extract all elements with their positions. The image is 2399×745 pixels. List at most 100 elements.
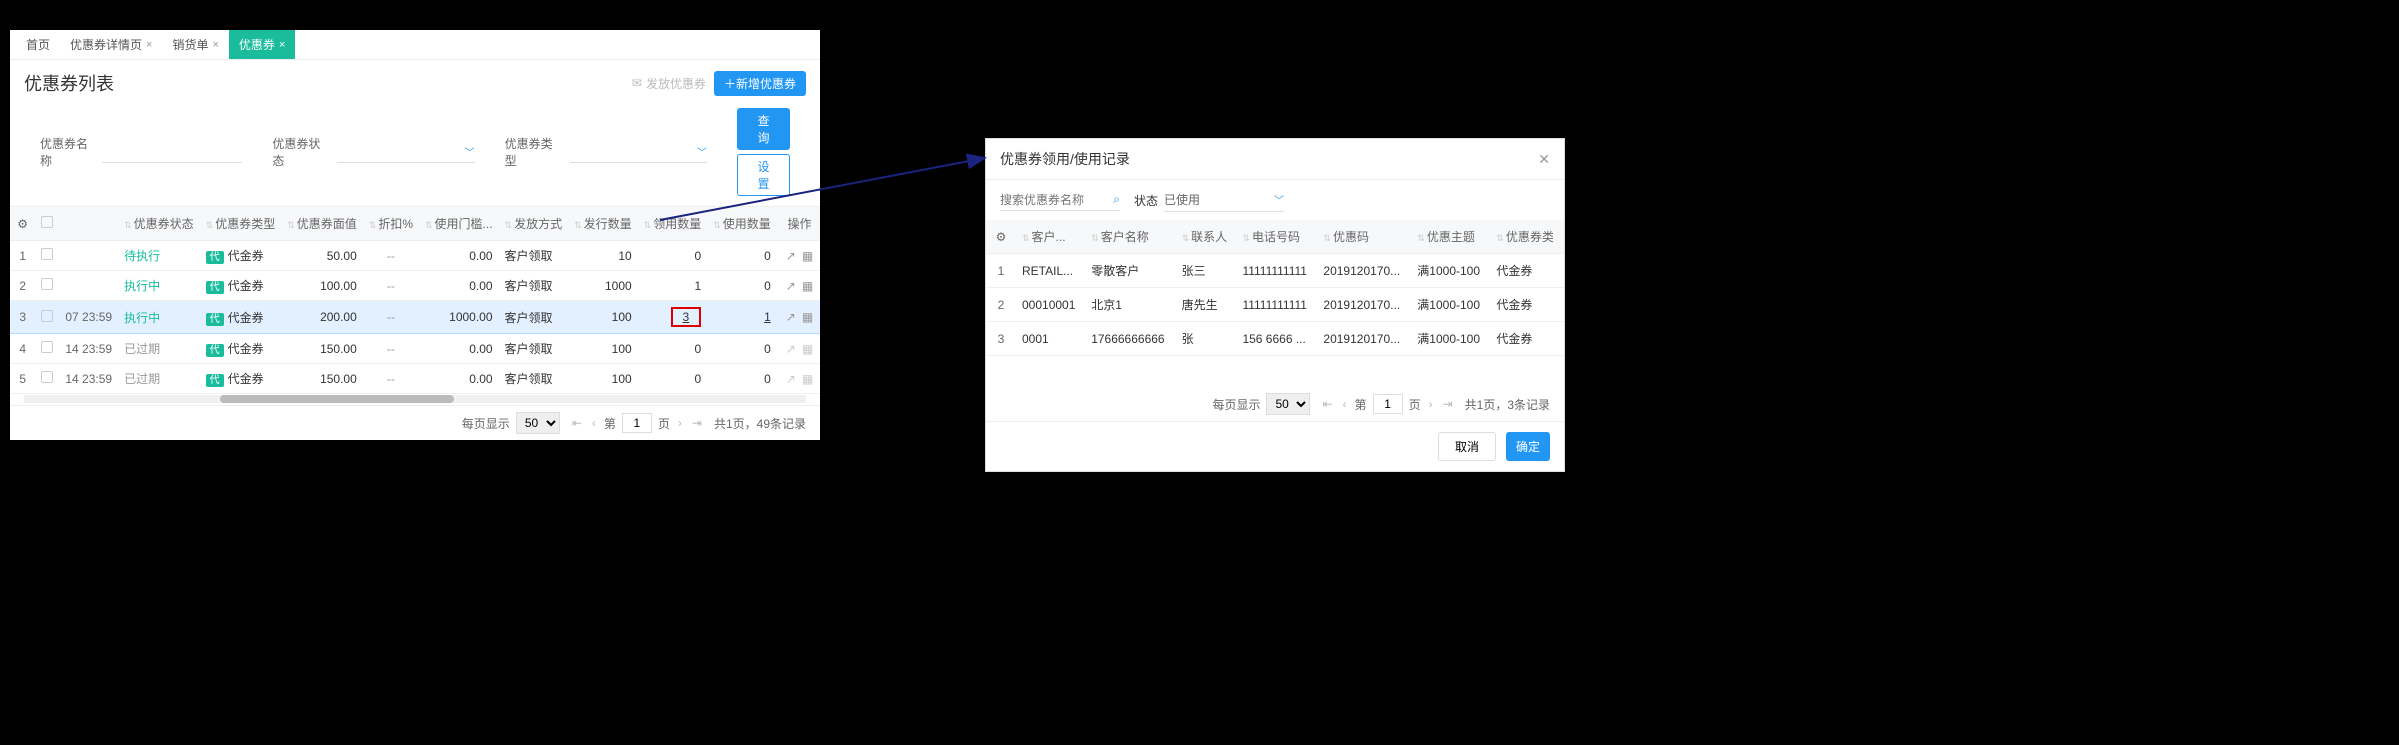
next-page-button[interactable]: › [676, 416, 684, 430]
table-row[interactable]: 3 07 23:59 执行中 代代金券 200.00 -- 1000.00 客户… [10, 301, 820, 334]
query-button[interactable]: 查询 [737, 108, 790, 150]
share-icon[interactable]: ↗ [786, 372, 796, 386]
page-input[interactable] [622, 413, 652, 433]
coupon-list-panel: 首页 优惠券详情页 × 销货单 × 优惠券 × 优惠券列表 ✉发放优惠券 ＋新增优惠券… [10, 30, 820, 440]
col-use-qty[interactable]: 使用数量 [723, 217, 771, 231]
close-icon[interactable]: × [279, 39, 285, 51]
pagination: 每页显示 50 ⇤ ‹ 第 页 › ⇥ 共1页，49条记录 [10, 405, 820, 440]
prev-page-button[interactable]: ‹ [590, 416, 598, 430]
qr-icon[interactable]: ▦ [802, 310, 813, 324]
table-row[interactable]: 2 00010001 北京1 唐先生 11111111111 201912017… [986, 288, 1564, 322]
qr-icon[interactable]: ▦ [802, 279, 813, 293]
tab-label: 优惠券详情页 [70, 36, 142, 53]
confirm-button[interactable]: 确定 [1506, 432, 1550, 461]
close-icon[interactable]: ✕ [1538, 151, 1550, 168]
share-icon[interactable]: ↗ [786, 342, 796, 356]
last-page-button[interactable]: ⇥ [1441, 397, 1455, 411]
share-icon[interactable]: ↗ [786, 279, 796, 293]
search-icon[interactable]: ⌕ [1113, 192, 1120, 207]
table-row[interactable]: 2 执行中 代代金券 100.00 -- 0.00 客户领取 1000 1 0 … [10, 271, 820, 301]
select-all-checkbox[interactable] [41, 216, 53, 228]
col-method[interactable]: 发放方式 [514, 217, 562, 231]
tabs-bar: 首页 优惠券详情页 × 销货单 × 优惠券 × [10, 30, 820, 60]
col-threshold[interactable]: 使用门槛... [435, 217, 493, 231]
mcol-code[interactable]: 客户... [1032, 230, 1066, 244]
row-checkbox[interactable] [41, 278, 53, 290]
row-checkbox[interactable] [41, 310, 53, 322]
tab-label: 优惠券 [239, 36, 275, 53]
share-icon[interactable]: ↗ [786, 249, 796, 263]
row-checkbox[interactable] [41, 341, 53, 353]
tab-detail[interactable]: 优惠券详情页 × [60, 30, 162, 59]
row-checkbox[interactable] [41, 248, 53, 260]
modal-status-select[interactable]: 已使用 ﹀ [1164, 188, 1284, 212]
chevron-down-icon: ﹀ [1274, 192, 1284, 207]
gear-icon[interactable]: ⚙ [996, 230, 1007, 244]
mcol-subject[interactable]: 优惠主题 [1427, 230, 1475, 244]
page-title: 优惠券列表 [24, 70, 114, 96]
tab-label: 首页 [26, 36, 50, 53]
qr-icon[interactable]: ▦ [802, 372, 813, 386]
row-checkbox[interactable] [41, 371, 53, 383]
mcol-ctype[interactable]: 优惠券类 [1506, 230, 1554, 244]
col-issue-qty[interactable]: 发行数量 [584, 217, 632, 231]
modal-pagination: 每页显示 50 ⇤ ‹ 第 页 › ⇥ 共1页，3条记录 [986, 387, 1564, 421]
mcol-ccode[interactable]: 优惠码 [1333, 230, 1369, 244]
col-claim-qty[interactable]: 领用数量 [653, 217, 701, 231]
first-page-button[interactable]: ⇤ [570, 416, 584, 430]
first-page-button[interactable]: ⇤ [1320, 397, 1334, 411]
tab-sale[interactable]: 销货单 × [162, 30, 228, 59]
table-row[interactable]: 1 待执行 代代金券 50.00 -- 0.00 客户领取 10 0 0 ↗▦ [10, 241, 820, 271]
modal-page-input[interactable] [1373, 394, 1403, 414]
modal-search[interactable]: ⌕ [1000, 190, 1120, 211]
col-type[interactable]: 优惠券类型 [215, 217, 275, 231]
tab-label: 销货单 [172, 36, 208, 53]
filter-name-input[interactable] [102, 142, 242, 163]
filter-row: 优惠券名称 优惠券状态﹀ 优惠券类型﹀ 查询 设置 [10, 102, 820, 206]
qr-icon[interactable]: ▦ [802, 249, 813, 263]
filter-status-select[interactable]: ﹀ [337, 141, 474, 163]
send-icon: ✉ [632, 76, 642, 90]
mcol-name[interactable]: 客户名称 [1101, 230, 1149, 244]
horizontal-scrollbar[interactable] [24, 395, 806, 403]
filter-status-label: 优惠券状态 [272, 135, 331, 169]
col-status[interactable]: 优惠券状态 [134, 217, 194, 231]
table-row[interactable]: 3 0001 17666666666 张 156 6666 ... 201912… [986, 322, 1564, 356]
cancel-button[interactable]: 取消 [1438, 432, 1496, 461]
last-page-button[interactable]: ⇥ [690, 416, 704, 430]
next-page-button[interactable]: › [1427, 397, 1435, 411]
share-icon[interactable]: ↗ [786, 310, 796, 324]
qr-icon[interactable]: ▦ [802, 342, 813, 356]
issue-coupon-button[interactable]: ✉发放优惠券 [632, 75, 706, 92]
mcol-phone[interactable]: 电话号码 [1252, 230, 1300, 244]
table-row[interactable]: 5 14 23:59 已过期 代代金券 150.00 -- 0.00 客户领取 … [10, 364, 820, 394]
usage-table: ⚙ ⇅客户... ⇅客户名称 ⇅联系人 ⇅电话号码 ⇅优惠码 ⇅优惠主题 ⇅优惠… [986, 220, 1564, 356]
modal-status-label: 状态 [1134, 192, 1158, 209]
chevron-down-icon: ﹀ [697, 144, 707, 159]
table-row[interactable]: 4 14 23:59 已过期 代代金券 150.00 -- 0.00 客户领取 … [10, 334, 820, 364]
modal-search-input[interactable] [1000, 190, 1113, 210]
close-icon[interactable]: × [212, 39, 218, 51]
tab-home[interactable]: 首页 [16, 30, 60, 59]
tab-coupon[interactable]: 优惠券 × [229, 30, 295, 59]
modal-per-page-select[interactable]: 50 [1266, 393, 1310, 415]
col-discount[interactable]: 折扣% [378, 217, 413, 231]
coupon-table: ⚙ ⇅优惠券状态 ⇅优惠券类型 ⇅优惠券面值 ⇅折扣% ⇅使用门槛... ⇅发放… [10, 207, 820, 395]
prev-page-button[interactable]: ‹ [1341, 397, 1349, 411]
settings-button[interactable]: 设置 [737, 154, 790, 196]
col-face[interactable]: 优惠券面值 [297, 217, 357, 231]
modal-pager-summary: 共1页，3条记录 [1465, 396, 1550, 413]
col-ops: 操作 [787, 217, 811, 231]
mcol-contact[interactable]: 联系人 [1191, 230, 1227, 244]
filter-type-label: 优惠券类型 [505, 135, 564, 169]
filter-type-select[interactable]: ﹀ [570, 141, 707, 163]
add-coupon-button[interactable]: ＋新增优惠券 [714, 71, 806, 96]
close-icon[interactable]: × [146, 39, 152, 51]
gear-icon[interactable]: ⚙ [17, 217, 28, 231]
table-row[interactable]: 1 RETAIL... 零散客户 张三 11111111111 20191201… [986, 254, 1564, 288]
per-page-select[interactable]: 50 [516, 412, 560, 434]
modal-title: 优惠券领用/使用记录 [1000, 149, 1130, 169]
pager-summary: 共1页，49条记录 [714, 415, 806, 432]
chevron-down-icon: ﹀ [465, 144, 475, 159]
usage-record-modal: 优惠券领用/使用记录 ✕ ⌕ 状态 已使用 ﹀ ⚙ ⇅客户... ⇅客户名 [985, 138, 1565, 472]
